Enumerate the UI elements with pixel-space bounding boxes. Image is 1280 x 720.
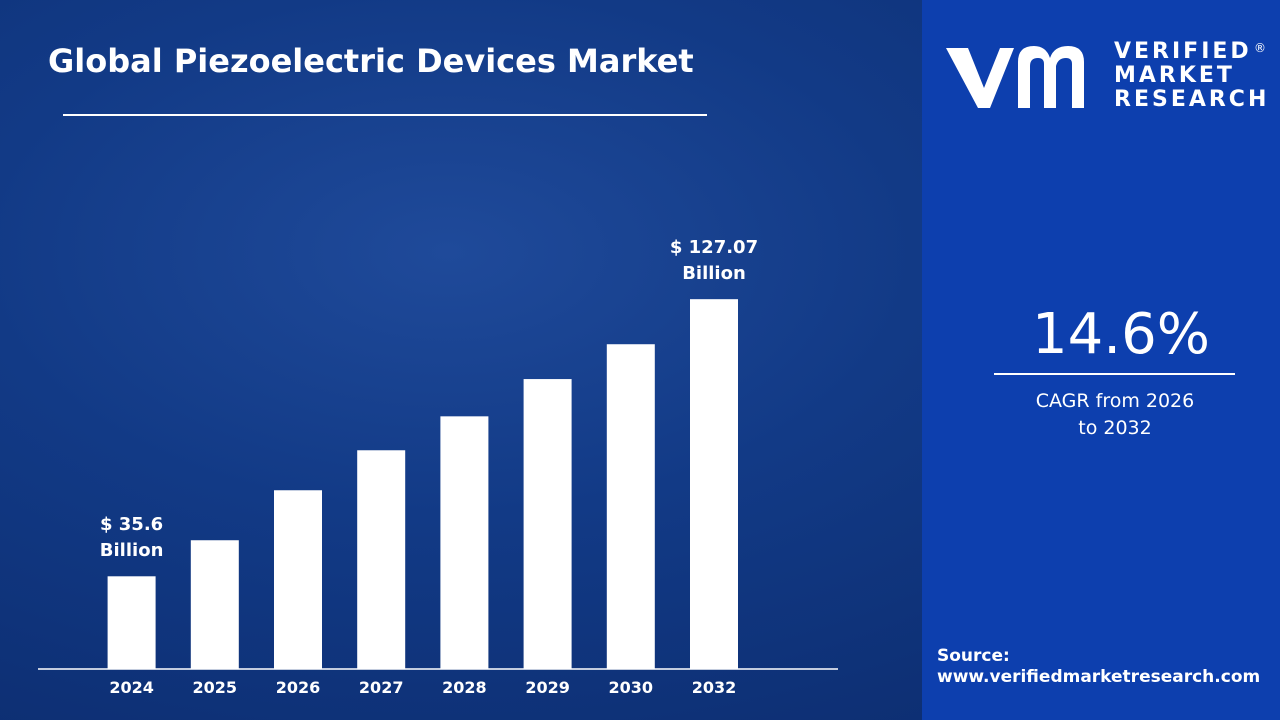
value-label: $ 127.07 Billion — [669, 237, 759, 285]
x-tick-label: 2026 — [276, 678, 321, 697]
x-tick-label: 2030 — [609, 678, 654, 697]
bar — [274, 490, 322, 669]
logo-registered: ® — [1254, 41, 1266, 55]
source-url: www.verifiedmarketresearch.com — [937, 667, 1261, 687]
bar — [440, 416, 489, 669]
x-tick-label: 2028 — [442, 678, 487, 697]
bar — [107, 576, 156, 669]
chart: 2024 2025 2026 2027 2028 2029 2030 2032 — [0, 0, 922, 720]
cagr-rule — [994, 373, 1235, 375]
x-tick-label: 2027 — [359, 678, 404, 697]
source-label: Source: — [937, 646, 1010, 666]
bar — [190, 540, 239, 669]
logo-line: RESEARCH — [1114, 87, 1270, 112]
bar — [357, 450, 406, 669]
logo-text: VERIFIED MARKET RESEARCH — [1114, 40, 1269, 112]
cagr-label: CAGR from 2026 to 2032 — [1035, 390, 1195, 439]
x-tick-label: 2032 — [692, 678, 737, 697]
logo-m — [1018, 46, 1084, 108]
cagr-value: 14.6% — [1032, 302, 1210, 367]
chart-title: Global Piezoelectric Devices Market — [48, 42, 694, 80]
bar — [606, 344, 655, 669]
bar — [523, 379, 572, 669]
title-rule — [63, 114, 707, 116]
x-tick-label: 2029 — [525, 678, 570, 697]
logo: ® — [946, 41, 1266, 108]
x-tick-label: 2025 — [193, 678, 238, 697]
bar — [690, 299, 738, 669]
logo-v — [946, 48, 1014, 108]
x-tick-label: 2024 — [109, 678, 154, 697]
value-label: $ 35.6 Billion — [99, 514, 164, 562]
logo-line: VERIFIED — [1114, 39, 1252, 64]
side-panel: ® VERIFIED MARKET RESEARCH 14.6% CAGR fr… — [922, 0, 1280, 720]
logo-line: MARKET — [1114, 63, 1235, 88]
